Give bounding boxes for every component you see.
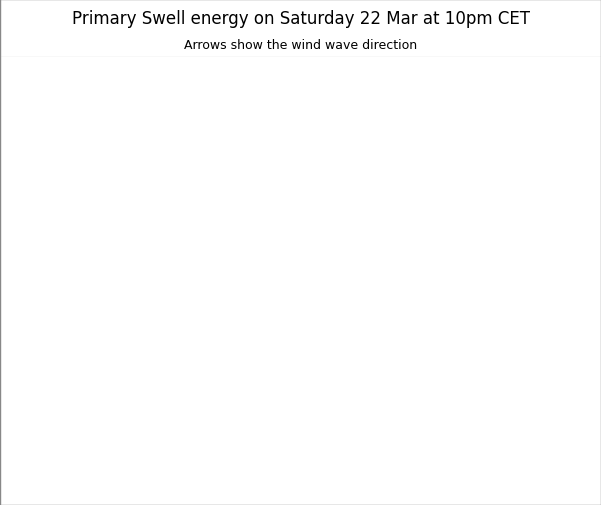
Text: Install cartopy for map rendering: Install cartopy for map rendering (186, 275, 415, 288)
Text: Arrows show the wind wave direction: Arrows show the wind wave direction (184, 39, 417, 52)
Text: Primary Swell energy on Saturday 22 Mar at 10pm CET: Primary Swell energy on Saturday 22 Mar … (72, 10, 529, 28)
